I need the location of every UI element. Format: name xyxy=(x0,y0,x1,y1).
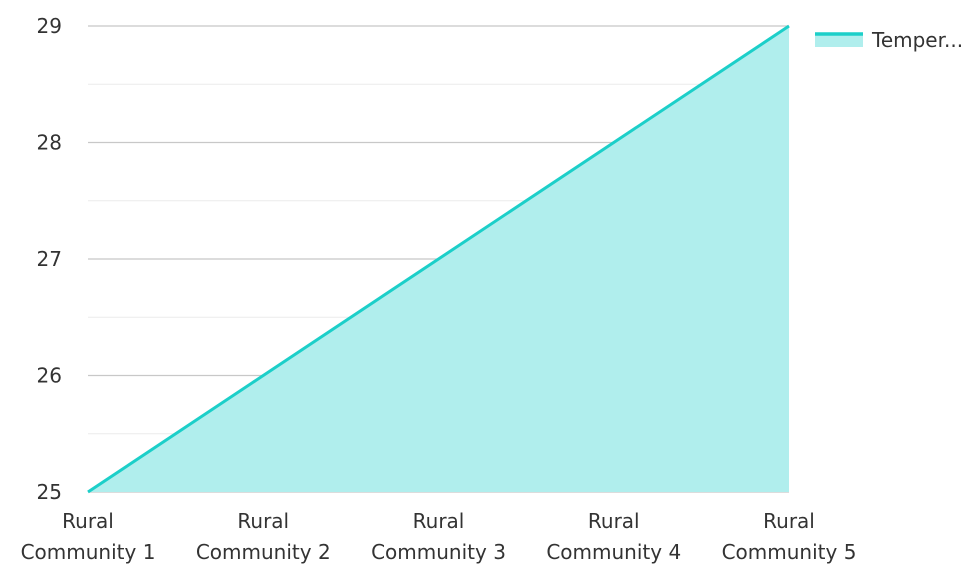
x-category-label: Rural Community 2 xyxy=(196,509,331,564)
legend-swatch-fill xyxy=(815,33,863,47)
y-tick-label: 26 xyxy=(37,364,62,388)
x-category-label: Rural Community 1 xyxy=(21,509,156,564)
x-category-label: Rural Community 4 xyxy=(546,509,681,564)
legend[interactable]: Temper... xyxy=(815,28,963,52)
legend-label[interactable]: Temper... xyxy=(871,28,963,52)
y-axis-ticks: 25 26 27 28 29 xyxy=(37,14,62,504)
y-tick-label: 25 xyxy=(37,480,62,504)
x-category-label: Rural Community 5 xyxy=(722,509,857,564)
y-tick-label: 27 xyxy=(37,247,62,271)
x-category-label: Rural Community 3 xyxy=(371,509,506,564)
y-tick-label: 28 xyxy=(37,131,62,155)
y-tick-label: 29 xyxy=(37,14,62,38)
series-line xyxy=(87,24,790,494)
x-axis-categories: Rural Community 1 Rural Community 2 Rural Com… xyxy=(21,509,857,564)
series-line-path xyxy=(87,24,790,494)
